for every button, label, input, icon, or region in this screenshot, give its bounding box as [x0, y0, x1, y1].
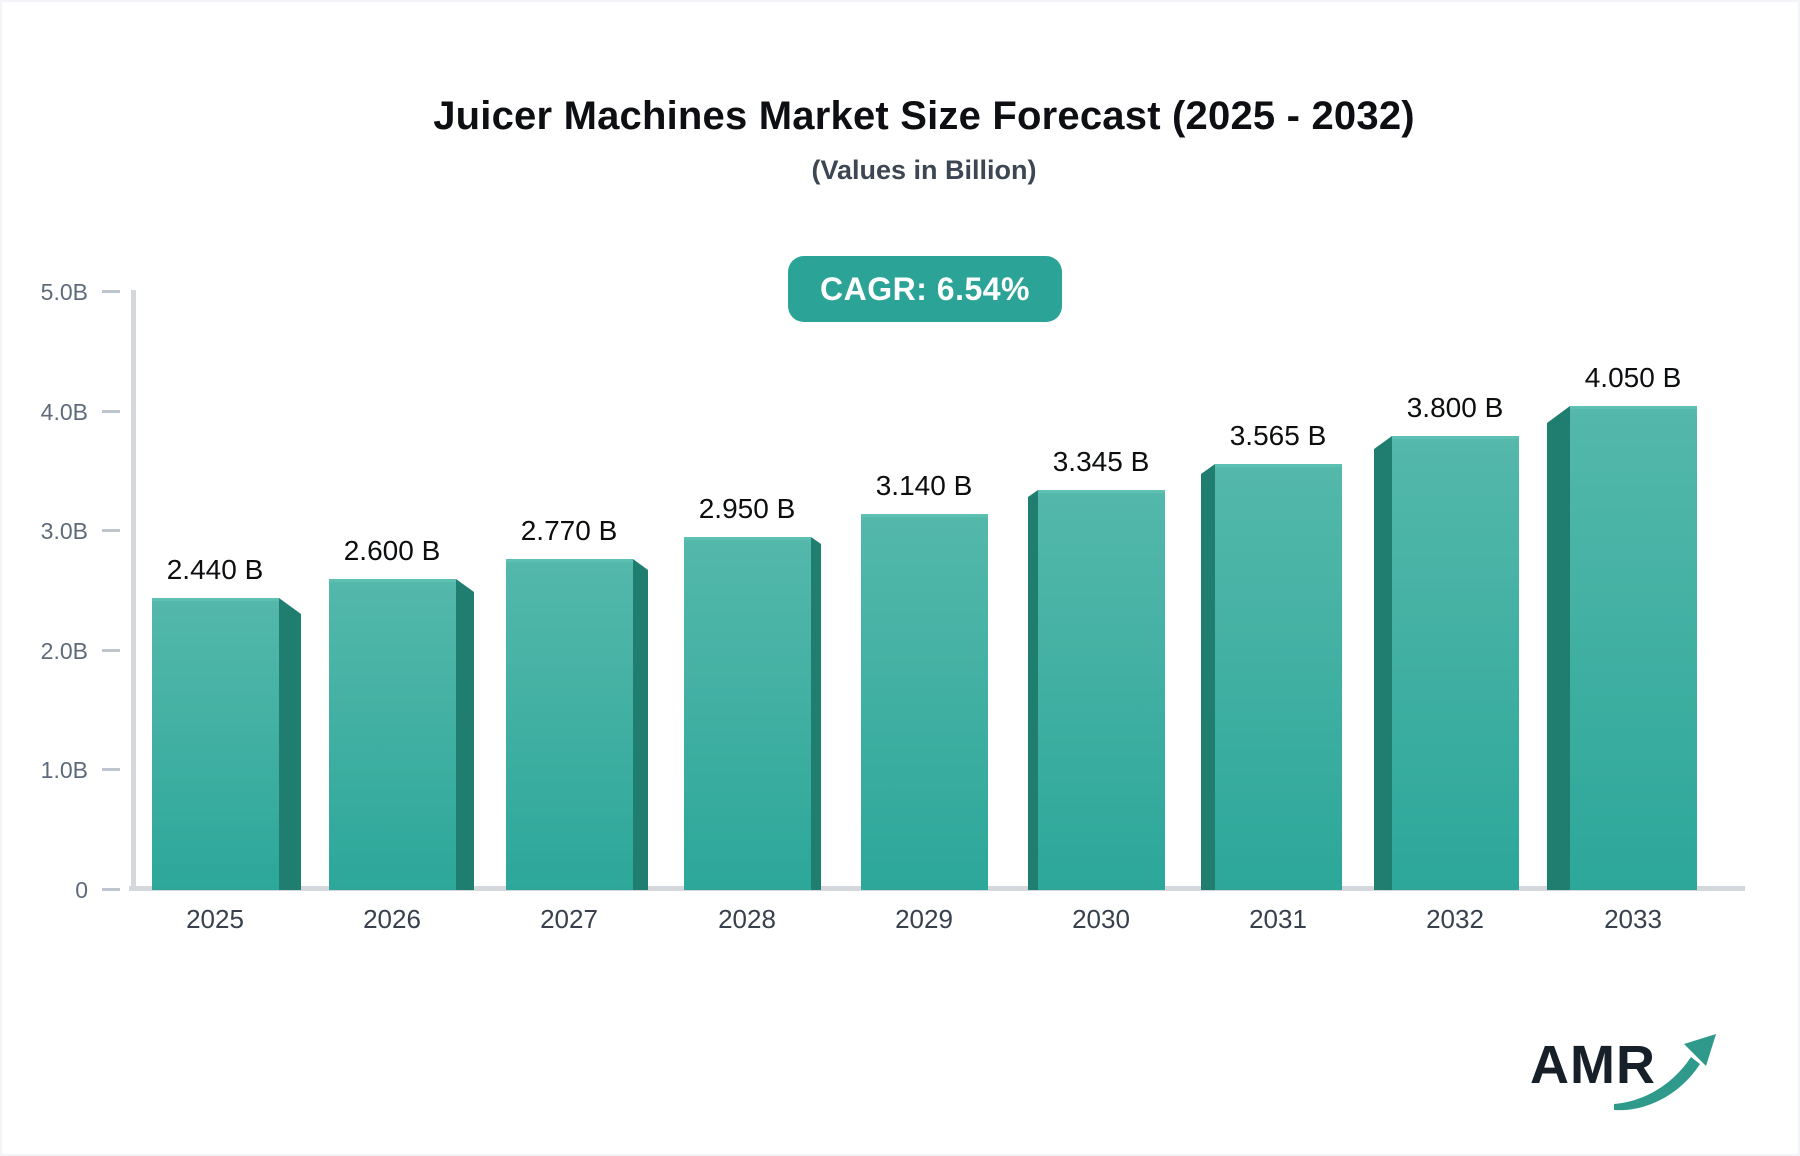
brand-logo: AMR: [1530, 1034, 1730, 1118]
y-tick-label: 5.0B: [40, 279, 88, 305]
growth-arrow-icon: [1614, 1034, 1716, 1111]
y-tick-dash: [102, 888, 120, 891]
bar: [1038, 490, 1165, 890]
chart-title: Juicer Machines Market Size Forecast (20…: [433, 94, 1415, 138]
x-axis-label: 2033: [1604, 904, 1662, 934]
y-tick-dash: [102, 768, 120, 771]
bar-3d-side: [811, 537, 821, 890]
bar-value-label: 3.800 B: [1406, 392, 1504, 423]
bar: [1570, 406, 1697, 890]
y-tick-label: 4.0B: [40, 399, 88, 425]
x-axis-label: 2028: [718, 904, 776, 934]
y-tick-dash: [102, 410, 120, 413]
bar-3d-side: [1028, 490, 1038, 890]
y-axis-line: [131, 290, 136, 890]
chart-subtitle: (Values in Billion): [811, 155, 1037, 185]
bar-3d-side: [1374, 436, 1392, 890]
bar: [152, 598, 279, 890]
bar-3d-side: [1547, 406, 1570, 890]
y-tick-label: 1.0B: [40, 757, 88, 783]
brand-logo-text: AMR: [1530, 1035, 1656, 1095]
bar-value-label: 3.565 B: [1229, 420, 1327, 451]
bar-value-label: 3.140 B: [875, 470, 973, 501]
bar-3d-side: [279, 598, 301, 890]
cagr-badge: CAGR: 6.54%: [788, 256, 1062, 322]
bar: [684, 537, 811, 890]
x-axis-label: 2027: [540, 904, 598, 934]
bar-value-label: 2.600 B: [343, 535, 441, 566]
x-axis-label: 2032: [1426, 904, 1484, 934]
bar: [1392, 436, 1519, 890]
y-tick-dash: [102, 529, 120, 532]
bar-3d-side: [633, 559, 648, 890]
y-tick-label: 2.0B: [40, 638, 88, 664]
bar-value-label: 2.770 B: [520, 515, 618, 546]
chart-header: Juicer Machines Market Size Forecast (20…: [24, 94, 1798, 186]
bar: [1215, 464, 1342, 890]
x-axis-label: 2025: [186, 904, 244, 934]
bar: [506, 559, 633, 890]
bar-value-label: 2.950 B: [698, 493, 796, 524]
y-tick-label: 0: [75, 877, 88, 903]
bar-value-label: 2.440 B: [166, 554, 264, 585]
bar-3d-side: [1201, 464, 1215, 890]
bar: [861, 514, 988, 890]
y-tick-label: 3.0B: [40, 518, 88, 544]
x-axis-label: 2026: [363, 904, 421, 934]
bar-3d-side: [456, 579, 474, 890]
y-tick-dash: [102, 290, 120, 293]
x-axis-label: 2029: [895, 904, 953, 934]
x-axis-label: 2030: [1072, 904, 1130, 934]
bar: [329, 579, 456, 890]
bar-value-label: 3.345 B: [1052, 446, 1150, 477]
x-axis-label: 2031: [1249, 904, 1307, 934]
bar-value-label: 4.050 B: [1584, 362, 1682, 393]
y-tick-dash: [102, 649, 120, 652]
